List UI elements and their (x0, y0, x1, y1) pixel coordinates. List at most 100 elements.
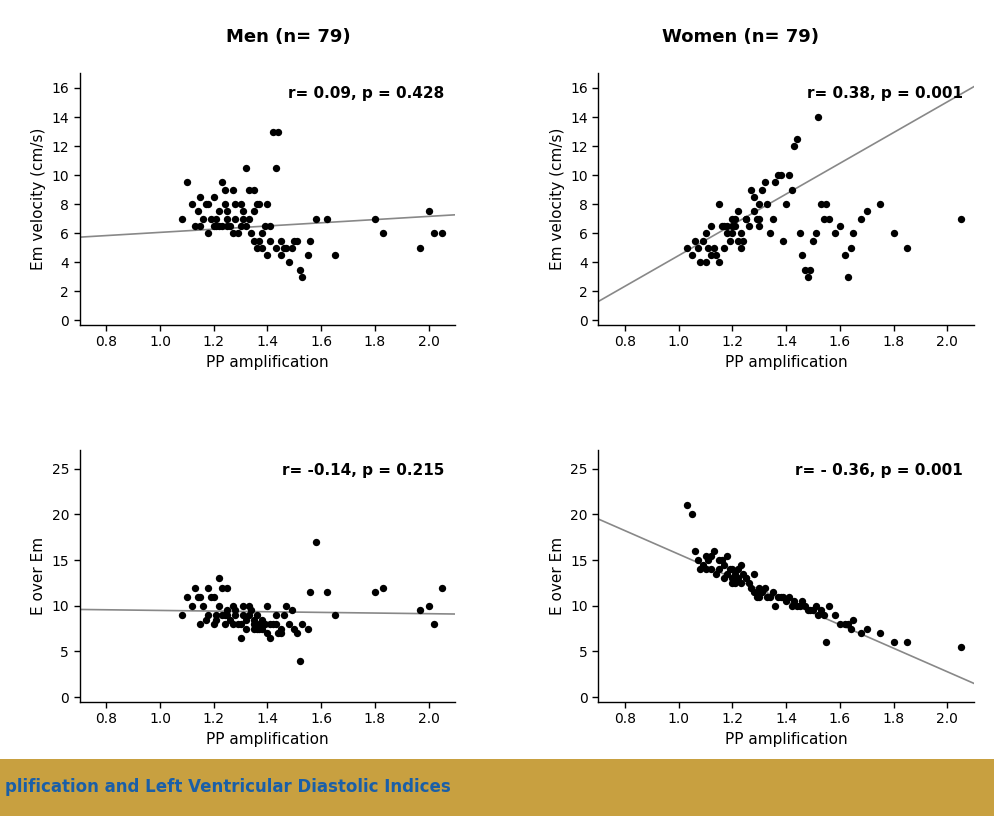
Point (195, 212, 211, 225)
Point (746, 190, 762, 203)
Point (247, 622, 262, 635)
Point (256, 220, 272, 233)
Point (187, 220, 203, 233)
Point (711, 197, 727, 211)
Point (225, 227, 241, 240)
Y-axis label: Em velocity (cm/s): Em velocity (cm/s) (550, 128, 565, 270)
Point (751, 586, 767, 599)
Point (810, 110, 826, 123)
Point (275, 242, 291, 255)
Point (818, 197, 834, 211)
Point (952, 641, 968, 654)
Point (778, 197, 794, 211)
Point (733, 576, 748, 589)
Point (206, 220, 222, 233)
Point (206, 590, 222, 603)
Point (773, 169, 789, 182)
Point (248, 242, 264, 255)
Point (244, 227, 259, 240)
Point (273, 622, 289, 635)
Text: plification and Left Ventricular Diastolic Indices: plification and Left Ventricular Diastol… (5, 778, 450, 796)
Y-axis label: E over Em: E over Em (550, 537, 565, 615)
Point (690, 242, 706, 255)
Text: Women (n= 79): Women (n= 79) (662, 28, 819, 46)
Point (775, 590, 791, 603)
Point (756, 581, 772, 594)
Point (738, 572, 753, 585)
Point (259, 197, 275, 211)
Point (802, 263, 818, 276)
Point (228, 604, 244, 617)
Point (211, 220, 227, 233)
Point (220, 220, 236, 233)
Point (754, 586, 770, 599)
Point (789, 599, 805, 612)
Point (840, 270, 856, 283)
Point (746, 586, 762, 599)
Point (302, 234, 318, 247)
Point (241, 599, 256, 612)
Point (703, 563, 719, 576)
Point (203, 212, 219, 225)
Point (786, 140, 802, 153)
Point (236, 205, 251, 218)
Point (367, 586, 383, 599)
Point (692, 255, 708, 268)
Point (730, 205, 746, 218)
Point (717, 572, 733, 585)
Point (818, 636, 834, 649)
Point (420, 205, 436, 218)
Point (781, 590, 797, 603)
Point (859, 205, 875, 218)
Point (291, 263, 307, 276)
Point (302, 586, 318, 599)
Point (701, 242, 717, 255)
Point (193, 190, 209, 203)
X-axis label: PP amplification: PP amplification (206, 732, 329, 747)
Point (281, 618, 297, 631)
Point (214, 609, 230, 622)
Point (434, 227, 450, 240)
Point (228, 197, 244, 211)
Point (687, 544, 703, 557)
Point (859, 622, 875, 635)
Point (262, 234, 278, 247)
Point (837, 249, 853, 262)
Point (728, 220, 744, 233)
Point (283, 242, 299, 255)
Text: r= 0.09, p = 0.428: r= 0.09, p = 0.428 (288, 86, 444, 101)
Point (203, 590, 219, 603)
Point (184, 197, 200, 211)
Point (744, 183, 759, 196)
Point (783, 599, 799, 612)
Point (800, 270, 816, 283)
Point (762, 590, 778, 603)
Point (262, 220, 278, 233)
Point (684, 249, 700, 262)
Point (741, 220, 756, 233)
Point (275, 609, 291, 622)
Point (717, 242, 733, 255)
Point (413, 242, 428, 255)
Point (254, 613, 270, 626)
Point (840, 618, 856, 631)
Point (754, 183, 770, 196)
Point (741, 576, 756, 589)
Point (744, 581, 759, 594)
Point (832, 220, 848, 233)
Point (738, 212, 753, 225)
Point (267, 242, 283, 255)
Point (286, 234, 302, 247)
Point (174, 212, 190, 225)
Point (751, 212, 767, 225)
Point (709, 249, 725, 262)
Point (259, 599, 275, 612)
Point (800, 604, 816, 617)
Point (786, 595, 802, 608)
Point (211, 572, 227, 585)
Point (711, 255, 727, 268)
Point (254, 227, 270, 240)
Point (233, 197, 248, 211)
Point (270, 627, 286, 640)
Point (195, 599, 211, 612)
